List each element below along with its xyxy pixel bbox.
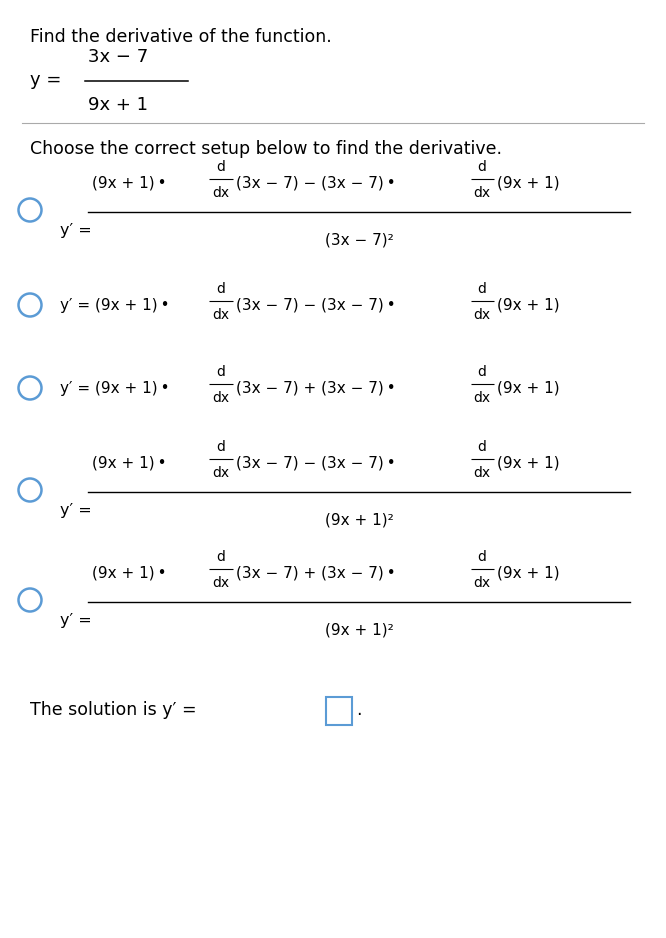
Text: The solution is y′ =: The solution is y′ =	[30, 701, 196, 719]
Text: y′ =: y′ =	[60, 503, 92, 518]
Text: dx: dx	[474, 466, 491, 480]
Text: Choose the correct setup below to find the derivative.: Choose the correct setup below to find t…	[30, 140, 502, 158]
Text: (9x + 1): (9x + 1)	[497, 297, 559, 312]
Text: (3x − 7) − (3x − 7) •: (3x − 7) − (3x − 7) •	[236, 297, 396, 312]
Text: d: d	[478, 550, 486, 564]
Text: d: d	[216, 365, 225, 379]
Text: dx: dx	[474, 186, 491, 200]
Text: (3x − 7) − (3x − 7) •: (3x − 7) − (3x − 7) •	[236, 456, 396, 471]
Text: (9x + 1): (9x + 1)	[497, 456, 559, 471]
Text: 9x + 1: 9x + 1	[88, 96, 148, 114]
Text: (9x + 1)²: (9x + 1)²	[324, 512, 394, 527]
Text: d: d	[478, 365, 486, 379]
Text: y′ = (9x + 1) •: y′ = (9x + 1) •	[60, 381, 170, 396]
Text: d: d	[216, 159, 225, 174]
Text: dx: dx	[474, 576, 491, 590]
Text: d: d	[216, 281, 225, 295]
Text: y =: y =	[30, 71, 61, 89]
Text: (9x + 1) •: (9x + 1) •	[92, 566, 166, 581]
Text: dx: dx	[474, 391, 491, 405]
Text: 3x − 7: 3x − 7	[88, 48, 149, 66]
Text: dx: dx	[212, 576, 230, 590]
Text: (3x − 7) + (3x − 7) •: (3x − 7) + (3x − 7) •	[236, 566, 396, 581]
Text: (9x + 1): (9x + 1)	[497, 381, 559, 396]
Text: y′ = (9x + 1) •: y′ = (9x + 1) •	[60, 297, 170, 312]
Text: .: .	[356, 701, 362, 719]
Text: (9x + 1)²: (9x + 1)²	[324, 623, 394, 638]
Text: dx: dx	[212, 466, 230, 480]
Text: (9x + 1): (9x + 1)	[497, 566, 559, 581]
Text: dx: dx	[212, 186, 230, 200]
Text: dx: dx	[212, 391, 230, 405]
Text: dx: dx	[212, 308, 230, 322]
Text: (9x + 1) •: (9x + 1) •	[92, 456, 166, 471]
Text: y′ =: y′ =	[60, 613, 92, 628]
Text: d: d	[478, 159, 486, 174]
Text: y′ =: y′ =	[60, 222, 92, 237]
Text: (3x − 7)²: (3x − 7)²	[324, 233, 394, 248]
Text: (9x + 1) •: (9x + 1) •	[92, 175, 166, 190]
Text: (9x + 1): (9x + 1)	[497, 175, 559, 190]
Text: Find the derivative of the function.: Find the derivative of the function.	[30, 28, 332, 46]
Text: d: d	[216, 550, 225, 564]
Text: (3x − 7) + (3x − 7) •: (3x − 7) + (3x − 7) •	[236, 381, 396, 396]
Text: d: d	[478, 440, 486, 453]
FancyBboxPatch shape	[326, 697, 352, 725]
Text: dx: dx	[474, 308, 491, 322]
Text: d: d	[216, 440, 225, 453]
Text: d: d	[478, 281, 486, 295]
Text: (3x − 7) − (3x − 7) •: (3x − 7) − (3x − 7) •	[236, 175, 396, 190]
